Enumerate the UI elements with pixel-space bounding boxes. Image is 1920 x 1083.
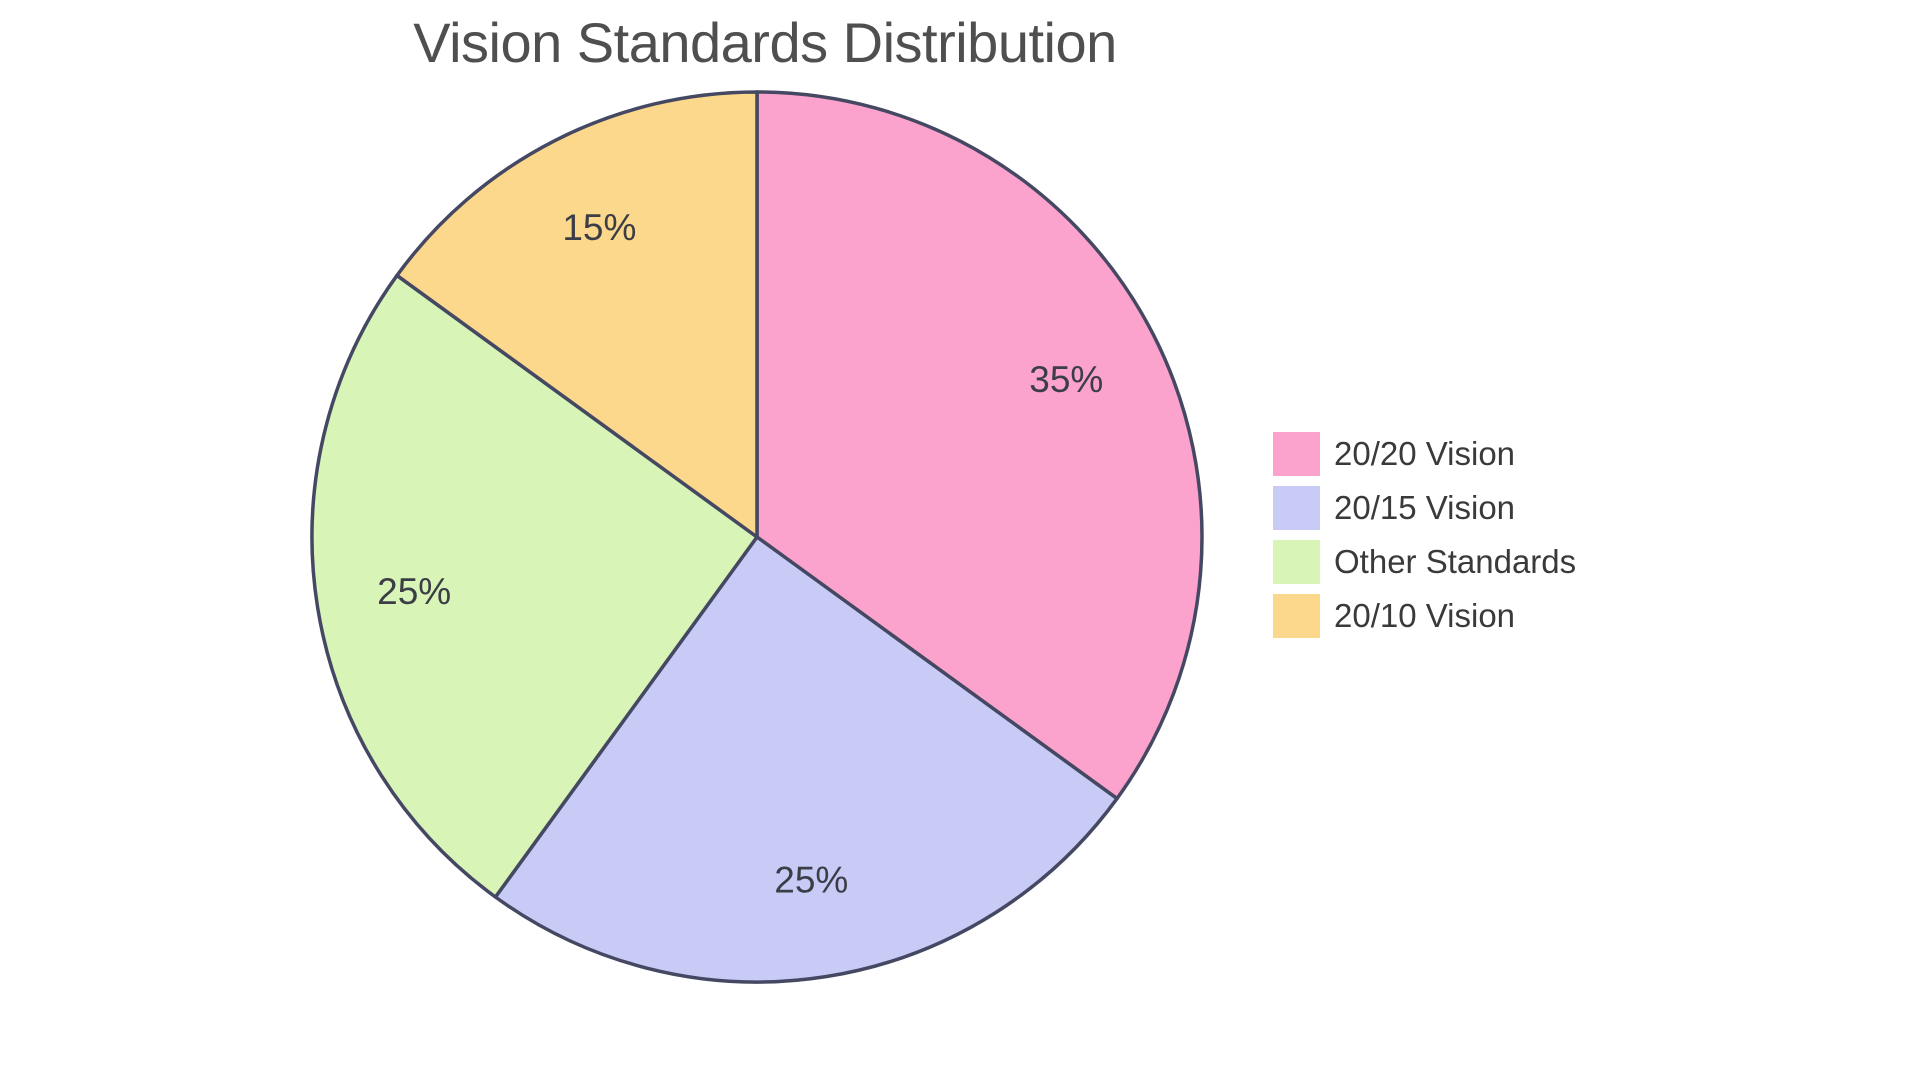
legend-label: 20/10 Vision	[1334, 597, 1516, 634]
legend-item-20-15-vision: 20/15 Vision	[1273, 486, 1576, 530]
legend-label: 20/15 Vision	[1334, 489, 1516, 526]
chart-title: Vision Standards Distribution	[413, 11, 1117, 74]
legend: 20/20 Vision 20/15 Vision Other Standards 2…	[1273, 432, 1576, 638]
pie-slice-20-10-vision	[395, 90, 759, 539]
slice-label-20-15-vision: 25%	[774, 859, 848, 900]
legend-swatch-20-15-vision	[1273, 486, 1320, 530]
legend-swatch-other-standards	[1273, 540, 1320, 584]
legend-label: Other Standards	[1334, 543, 1577, 580]
legend-swatch-20-10-vision	[1273, 594, 1320, 638]
slice-label-other-standards: 25%	[377, 571, 451, 612]
legend-swatch-20-20-vision	[1273, 432, 1320, 476]
pie-slice-other-standards	[310, 273, 759, 899]
slice-label-20-20-vision: 35%	[1029, 359, 1103, 400]
legend-item-20-10-vision: 20/10 Vision	[1273, 594, 1576, 638]
pie-slice-20-20-vision	[755, 90, 1204, 801]
pie-slice-20-15-vision	[493, 535, 1119, 984]
legend-label: 20/20 Vision	[1334, 435, 1516, 472]
legend-item-20-20-vision: 20/20 Vision	[1273, 432, 1576, 476]
slice-label-20-10-vision: 15%	[562, 207, 636, 248]
legend-item-other-standards: Other Standards	[1273, 540, 1576, 584]
